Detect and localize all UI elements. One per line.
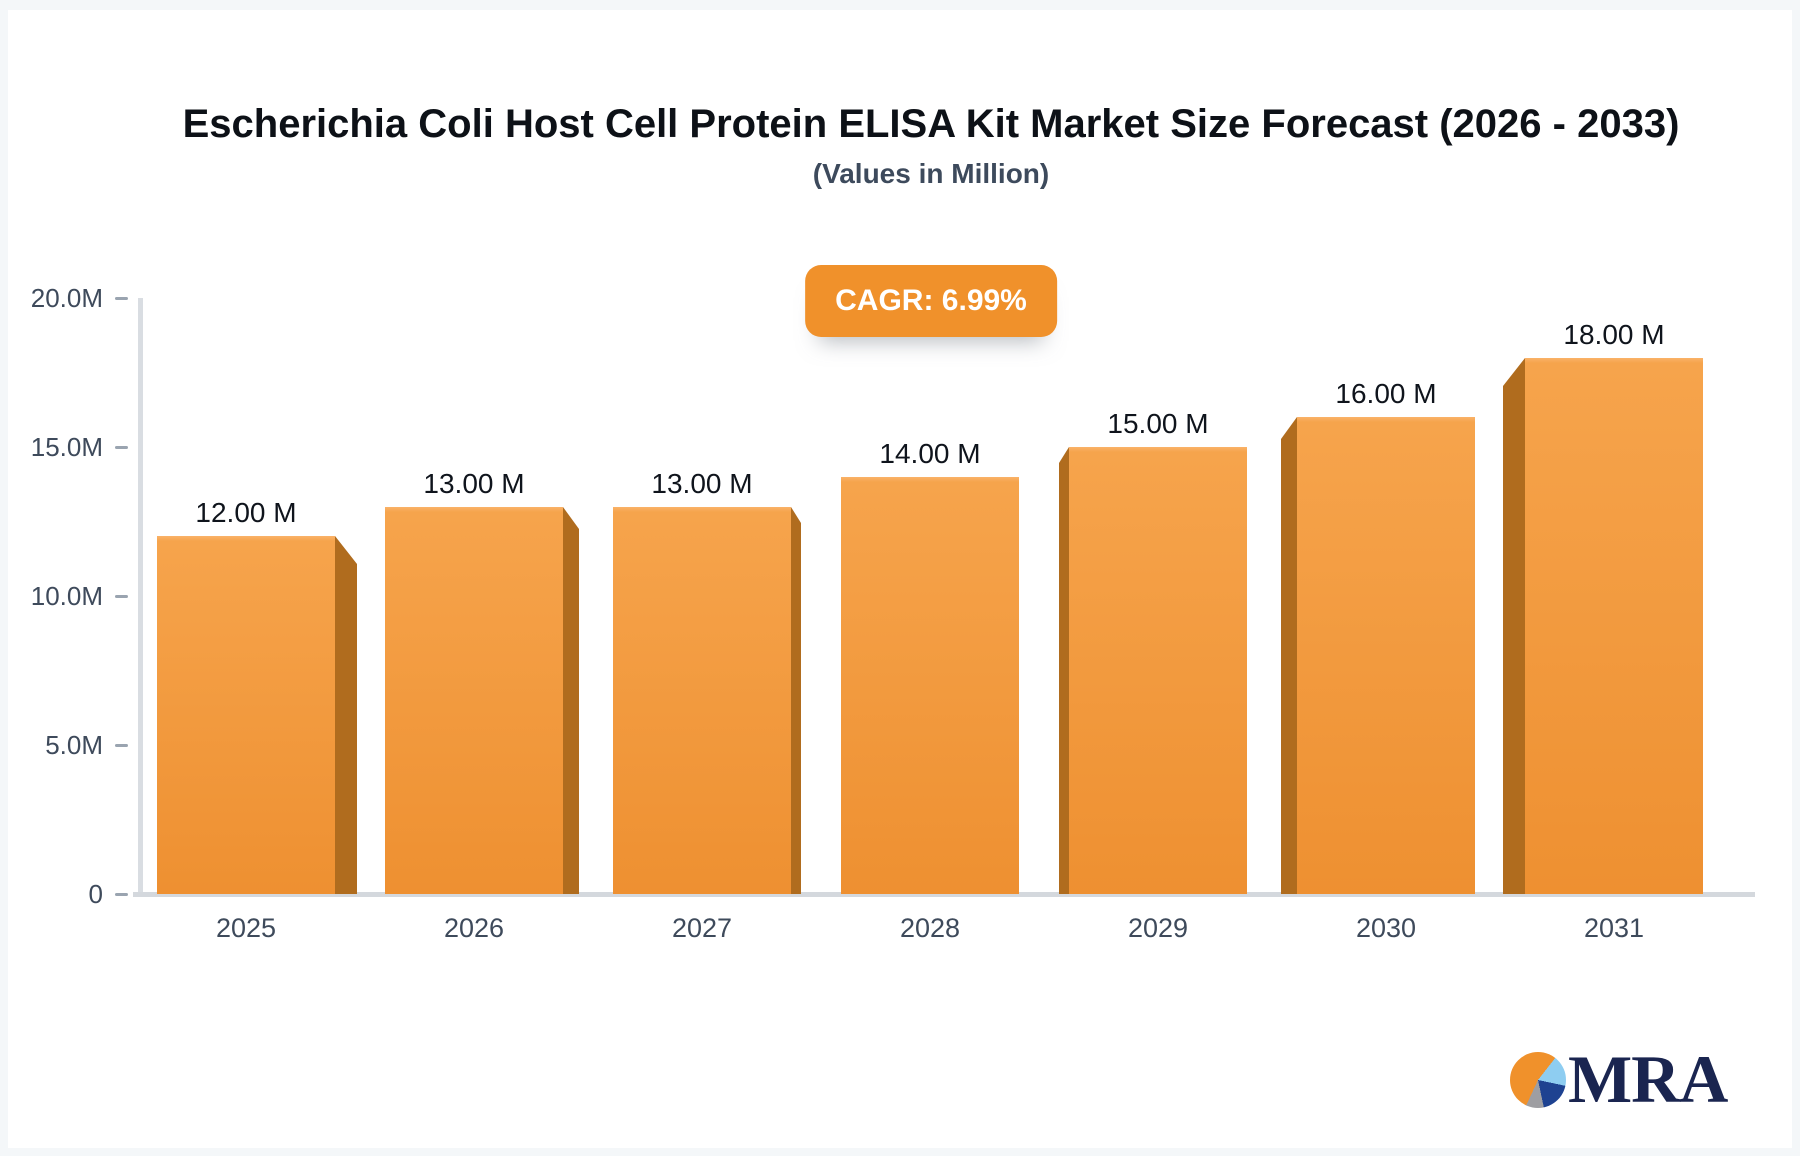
bar-side-face-2025	[335, 536, 357, 894]
bar-face-2025	[157, 536, 335, 894]
bar-value-label-2031: 18.00 M	[1563, 319, 1665, 350]
bar-side-face-2030	[1281, 417, 1297, 894]
bar-side-face-2027	[791, 507, 801, 894]
y-tick-dash	[115, 594, 128, 598]
plot-area: 0 5.0M 10.0M 15.0M 20.0M 12.00 M 13.00 M 13.00…	[31, 283, 1755, 943]
x-axis-label-2029: 2029	[1127, 913, 1189, 943]
bar-face-2027	[613, 507, 791, 894]
bar-value-label-2028: 14.00 M	[879, 438, 981, 469]
mra-logo-pie-icon	[1510, 1052, 1566, 1108]
x-axis-line	[133, 892, 1755, 897]
cagr-badge: CAGR: 6.99%	[805, 265, 1057, 337]
chart-card: Escherichia Coli Host Cell Protein ELISA…	[8, 10, 1792, 1148]
x-axis-label-2026: 2026	[443, 913, 505, 943]
y-axis-label-15.0M: 15.0M	[30, 432, 103, 462]
y-axis-line	[138, 298, 143, 896]
x-axis-label-2028: 2028	[899, 913, 961, 943]
y-tick-dash	[115, 445, 128, 449]
chart-title: Escherichia Coli Host Cell Protein ELISA…	[182, 102, 1680, 146]
bar-2028	[841, 477, 1019, 894]
bar-value-label-2030: 16.00 M	[1335, 378, 1437, 409]
bar-side-face-2026	[563, 507, 579, 894]
x-axis-label-2030: 2030	[1355, 913, 1417, 943]
y-axis-label-5.0M: 5.0M	[45, 730, 103, 760]
bar-2027	[613, 507, 801, 894]
bar-2026	[385, 507, 579, 894]
y-tick-dash	[115, 892, 128, 896]
bar-2029	[1059, 447, 1247, 894]
bar-face-2030	[1297, 417, 1475, 894]
mra-logo-text: MRA	[1568, 1041, 1728, 1117]
bar-2030	[1281, 417, 1475, 894]
chart-subtitle: (Values in Million)	[812, 158, 1050, 189]
y-tick-dash	[115, 296, 128, 300]
bar-value-label-2027: 13.00 M	[651, 468, 753, 499]
bar-face-2029	[1069, 447, 1247, 894]
bar-face-2028	[841, 477, 1019, 894]
bar-2025	[157, 536, 357, 894]
bar-side-face-2031	[1503, 358, 1525, 894]
x-axis-label-2027: 2027	[671, 913, 733, 943]
bar-value-label-2029: 15.00 M	[1107, 408, 1209, 439]
x-axis-label-2031: 2031	[1583, 913, 1645, 943]
bar-face-2031	[1525, 358, 1703, 894]
y-tick-dash	[115, 743, 128, 747]
bar-side-face-2029	[1059, 447, 1069, 894]
y-axis-label-10.0M: 10.0M	[30, 581, 103, 611]
bar-face-2026	[385, 507, 563, 894]
y-axis-label-20.0M: 20.0M	[30, 283, 103, 313]
bar-2031	[1503, 358, 1703, 894]
cagr-badge-label: CAGR: 6.99%	[835, 284, 1027, 317]
mra-logo: MRA	[1508, 1038, 1748, 1118]
x-axis-label-2025: 2025	[215, 913, 277, 943]
bar-value-label-2025: 12.00 M	[195, 497, 297, 528]
y-axis-label-0: 0	[88, 879, 103, 909]
bar-value-label-2026: 13.00 M	[423, 468, 525, 499]
